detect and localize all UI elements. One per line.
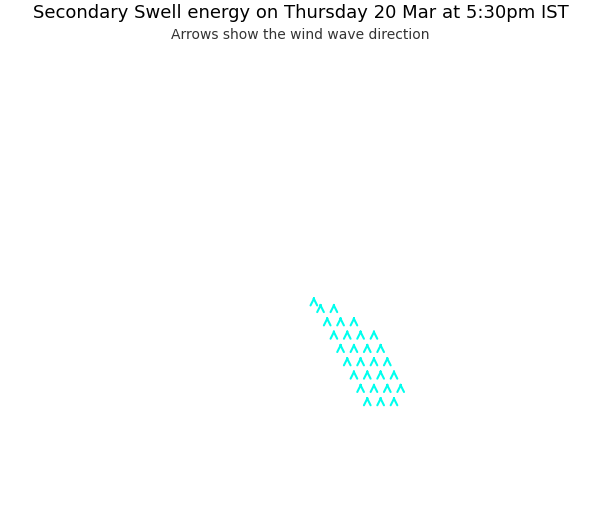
Text: Arrows show the wind wave direction: Arrows show the wind wave direction xyxy=(171,28,430,41)
Text: Secondary Swell energy on Thursday 20 Mar at 5:30pm IST: Secondary Swell energy on Thursday 20 Ma… xyxy=(32,4,569,22)
